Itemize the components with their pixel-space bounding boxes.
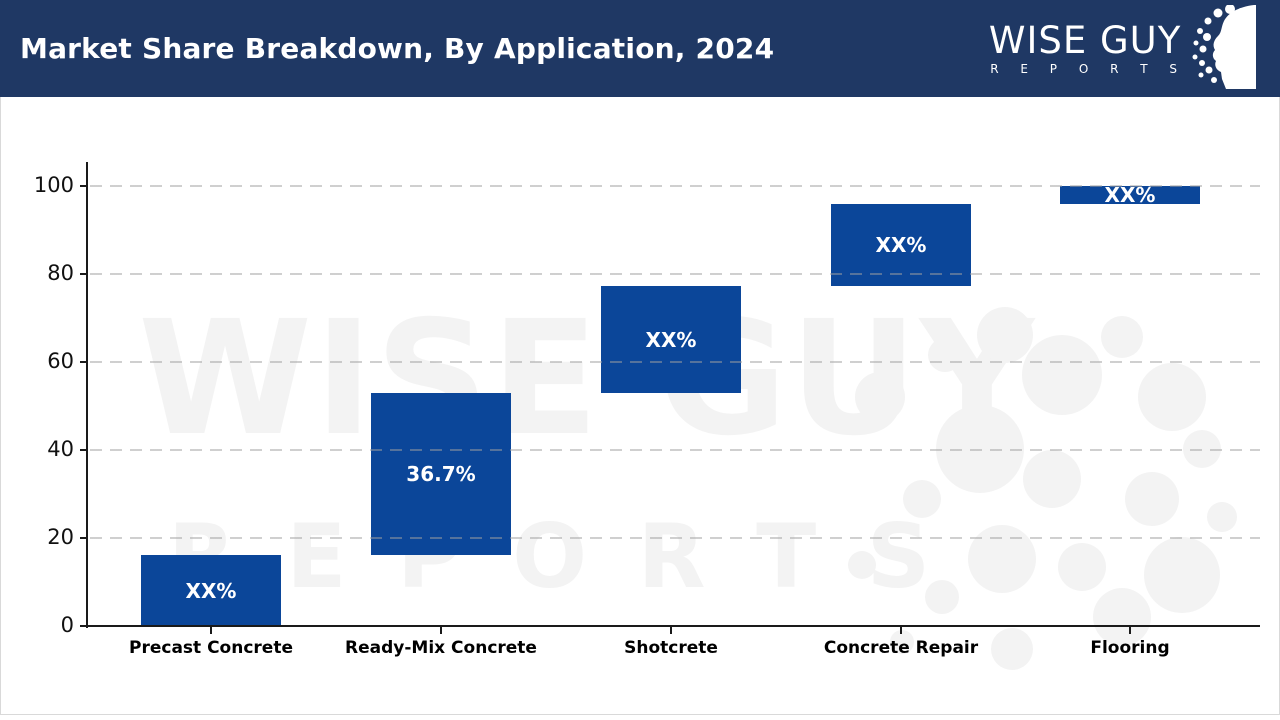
y-tick: [80, 185, 88, 187]
bar-precast-concrete: XX%: [141, 555, 281, 626]
y-tick: [80, 273, 88, 275]
x-tick: [1129, 626, 1131, 634]
x-axis-label: Shotcrete: [624, 638, 718, 658]
y-axis-line: [86, 161, 88, 628]
bar-value-label: XX%: [875, 232, 927, 257]
bar-value-label: 36.7%: [406, 462, 476, 487]
bar-value-label: XX%: [1104, 183, 1156, 208]
y-axis-label: 0: [60, 613, 74, 637]
header-bar: Market Share Breakdown, By Application, …: [0, 0, 1280, 97]
bar-shotcrete: XX%: [601, 285, 741, 394]
y-axis-label: 40: [47, 437, 74, 461]
x-axis-line: [86, 625, 1260, 627]
x-axis-label: Precast Concrete: [129, 638, 293, 658]
brand-name: WISE GUY: [988, 19, 1182, 62]
y-tick: [80, 625, 88, 627]
gridline-20: [90, 537, 1260, 539]
head-profile-icon: [1188, 3, 1256, 93]
x-tick: [900, 626, 902, 634]
x-tick: [210, 626, 212, 634]
y-tick: [80, 361, 88, 363]
gridline-80: [90, 273, 1260, 275]
brand-logo: WISE GUY R E P O R T S: [984, 3, 1256, 93]
y-axis-label: 60: [47, 349, 74, 373]
gridline-100: [90, 185, 1260, 187]
x-tick: [440, 626, 442, 634]
bar-flooring: XX%: [1060, 183, 1200, 208]
bar-ready-mix-concrete: 36.7%: [371, 393, 511, 556]
bar-value-label: XX%: [645, 327, 697, 352]
y-tick: [80, 449, 88, 451]
x-axis-label: Ready-Mix Concrete: [345, 638, 537, 658]
x-axis-label: Flooring: [1090, 638, 1170, 658]
x-tick: [670, 626, 672, 634]
brand-logo-text: WISE GUY R E P O R T S: [984, 22, 1186, 75]
y-axis-label: 100: [33, 173, 74, 197]
page-title: Market Share Breakdown, By Application, …: [20, 32, 775, 65]
x-axis-label: Concrete Repair: [823, 638, 979, 658]
brand-subname: R E P O R T S: [990, 62, 1186, 76]
bar-concrete-repair: XX%: [831, 204, 971, 286]
bar-value-label: XX%: [185, 578, 237, 603]
y-axis-label: 20: [47, 525, 74, 549]
gridline-60: [90, 361, 1260, 363]
gridline-40: [90, 449, 1260, 451]
y-tick: [80, 537, 88, 539]
y-axis-label: 80: [47, 261, 74, 285]
